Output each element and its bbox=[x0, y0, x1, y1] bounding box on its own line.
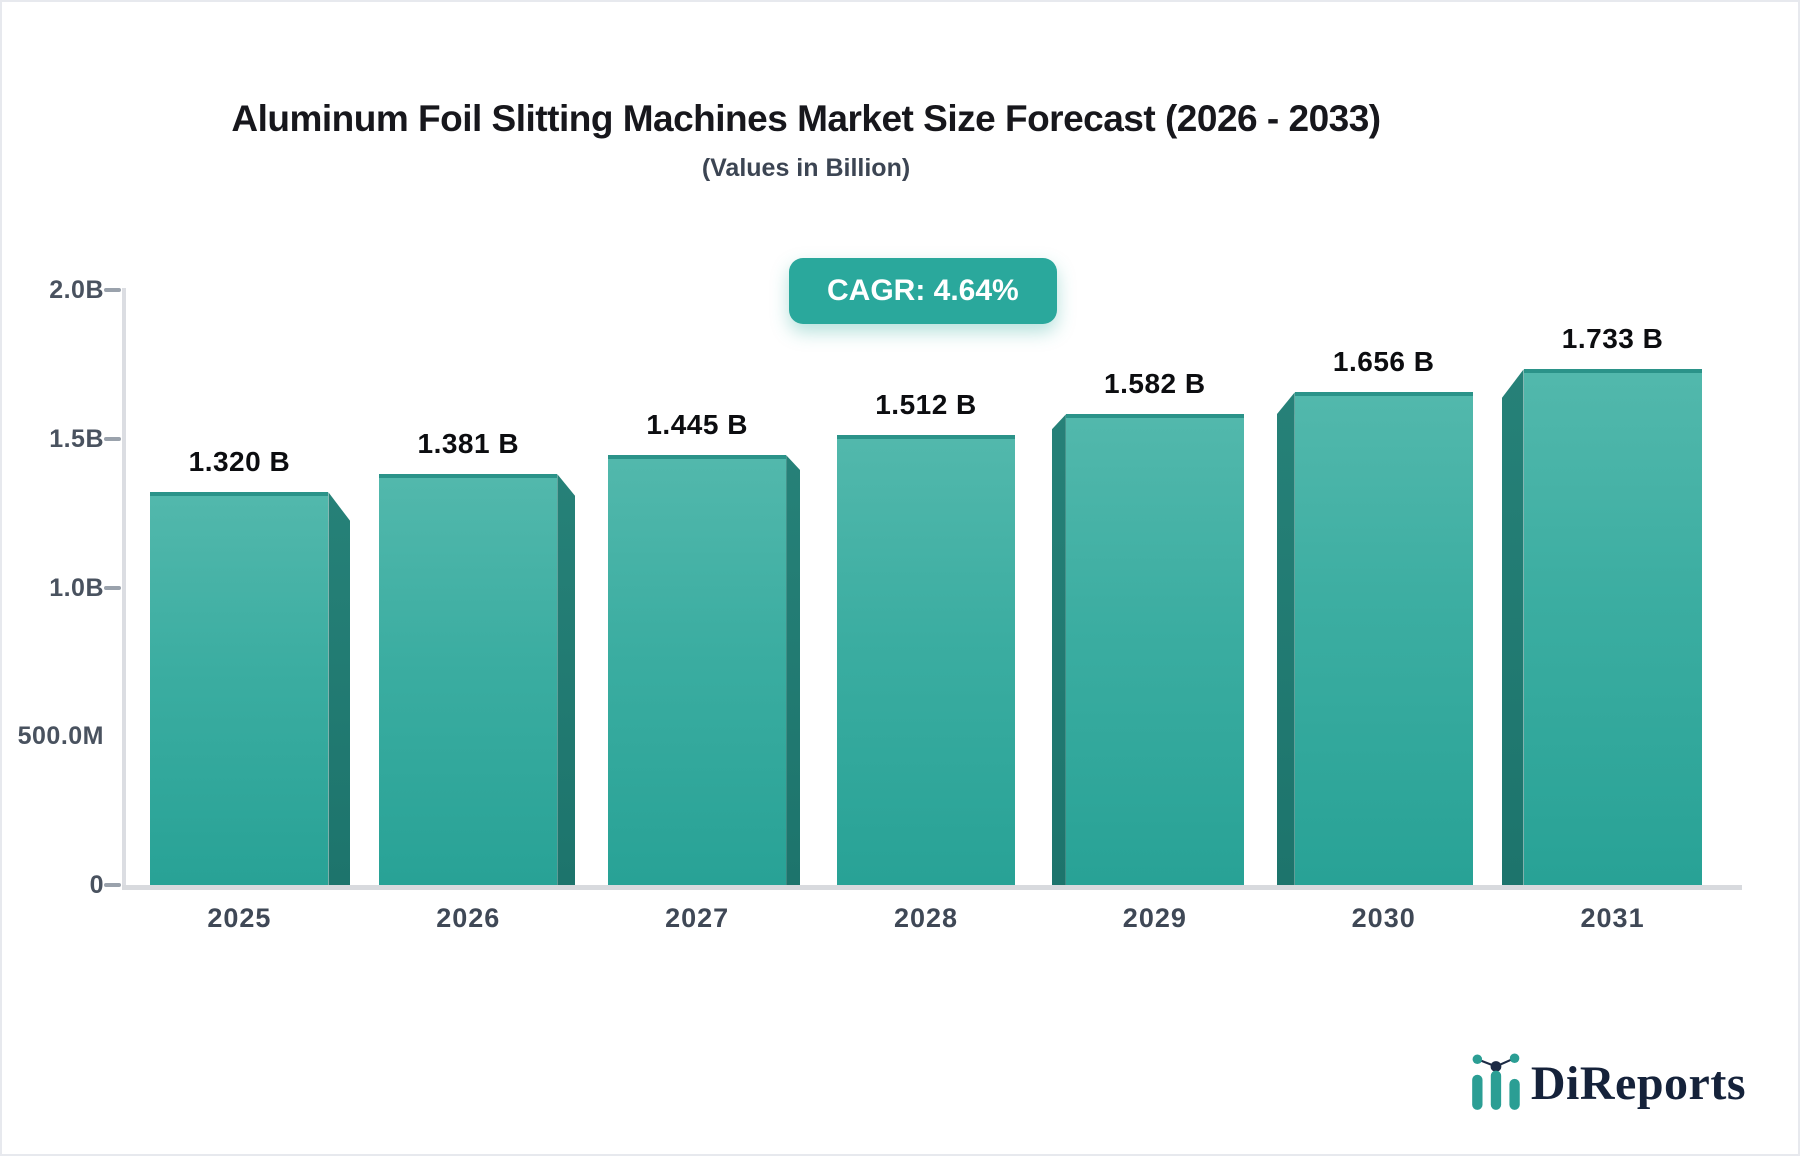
bar-value-label: 1.582 B bbox=[1104, 368, 1206, 400]
bar-side-3d bbox=[1276, 392, 1295, 885]
bar-2025[interactable] bbox=[150, 492, 329, 885]
y-axis-tick bbox=[104, 585, 121, 590]
chart-subtitle: (Values in Billion) bbox=[701, 154, 911, 182]
x-axis-label: 2025 bbox=[207, 903, 272, 933]
y-axis-tick bbox=[104, 436, 121, 441]
bar-value-label: 1.656 B bbox=[1332, 346, 1435, 378]
bar-value-label: 1.733 B bbox=[1561, 323, 1664, 355]
cagr-badge-label: CAGR: 4.64% bbox=[827, 274, 1019, 307]
y-axis-tick-label: 500.0M bbox=[17, 722, 104, 751]
bar-side-3d bbox=[1501, 369, 1524, 885]
x-axis-label: 2027 bbox=[665, 903, 730, 933]
y-axis-tick-label: 0 bbox=[89, 871, 104, 899]
bar-2028[interactable] bbox=[837, 435, 1015, 885]
x-axis-label: 2030 bbox=[1351, 903, 1416, 933]
y-axis-line bbox=[122, 288, 126, 890]
x-axis-label: 2026 bbox=[436, 903, 501, 933]
bar-2027[interactable] bbox=[608, 455, 787, 885]
bar-2030[interactable] bbox=[1294, 392, 1473, 885]
cagr-badge: CAGR: 4.64% bbox=[789, 258, 1057, 324]
bar-2031[interactable] bbox=[1523, 369, 1702, 885]
x-axis-label: 2029 bbox=[1122, 903, 1187, 933]
bar-side-3d bbox=[786, 455, 801, 885]
x-axis-label: 2028 bbox=[893, 903, 959, 933]
bar-2029[interactable] bbox=[1065, 414, 1244, 885]
y-axis-tick-label: 1.5B bbox=[49, 424, 104, 453]
bar-value-label: 1.445 B bbox=[646, 409, 748, 441]
chart-title: Aluminum Foil Slitting Machines Market S… bbox=[231, 98, 1381, 139]
bar-line-chart-icon bbox=[1472, 1053, 1520, 1110]
chart-header: Aluminum Foil Slitting Machines Market S… bbox=[0, 0, 1612, 183]
x-axis-line bbox=[122, 885, 1742, 890]
y-axis-tick bbox=[104, 288, 121, 292]
bar-2026[interactable] bbox=[379, 474, 558, 885]
bar-value-label: 1.320 B bbox=[188, 446, 291, 478]
y-axis-tick-label: 2.0B bbox=[49, 276, 104, 304]
direports-logo-text: DiReports bbox=[1530, 1057, 1746, 1110]
x-axis-label: 2031 bbox=[1580, 903, 1645, 933]
bar-value-label: 1.512 B bbox=[875, 389, 977, 421]
y-axis-tick-label: 1.0B bbox=[49, 573, 104, 602]
bar-side-3d bbox=[328, 492, 351, 885]
bar-side-3d bbox=[557, 474, 576, 885]
bar-value-label: 1.381 B bbox=[417, 428, 520, 460]
y-axis-tick bbox=[104, 883, 121, 887]
direports-logo: DiReports bbox=[1469, 1052, 1746, 1112]
bar-side-3d bbox=[1051, 414, 1066, 885]
